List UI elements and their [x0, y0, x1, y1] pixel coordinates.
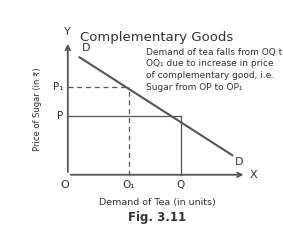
Text: Demand of Tea (in units): Demand of Tea (in units): [99, 198, 215, 207]
Text: X: X: [250, 170, 258, 180]
Text: O₁: O₁: [123, 180, 135, 190]
Text: D: D: [82, 43, 90, 53]
Text: O: O: [60, 180, 69, 190]
Text: Demand of tea falls from OQ to
OQ₁ due to increase in price
of complementary goo: Demand of tea falls from OQ to OQ₁ due t…: [147, 48, 283, 92]
Text: Q: Q: [176, 180, 185, 190]
Text: D: D: [235, 157, 243, 167]
Text: Complementary Goods: Complementary Goods: [80, 31, 234, 44]
Text: P: P: [57, 111, 63, 121]
Text: P₁: P₁: [53, 82, 63, 92]
Text: Fig. 3.11: Fig. 3.11: [128, 211, 186, 224]
Text: Price of Sugar (in ₹): Price of Sugar (in ₹): [33, 68, 42, 151]
Text: Y: Y: [65, 27, 71, 37]
